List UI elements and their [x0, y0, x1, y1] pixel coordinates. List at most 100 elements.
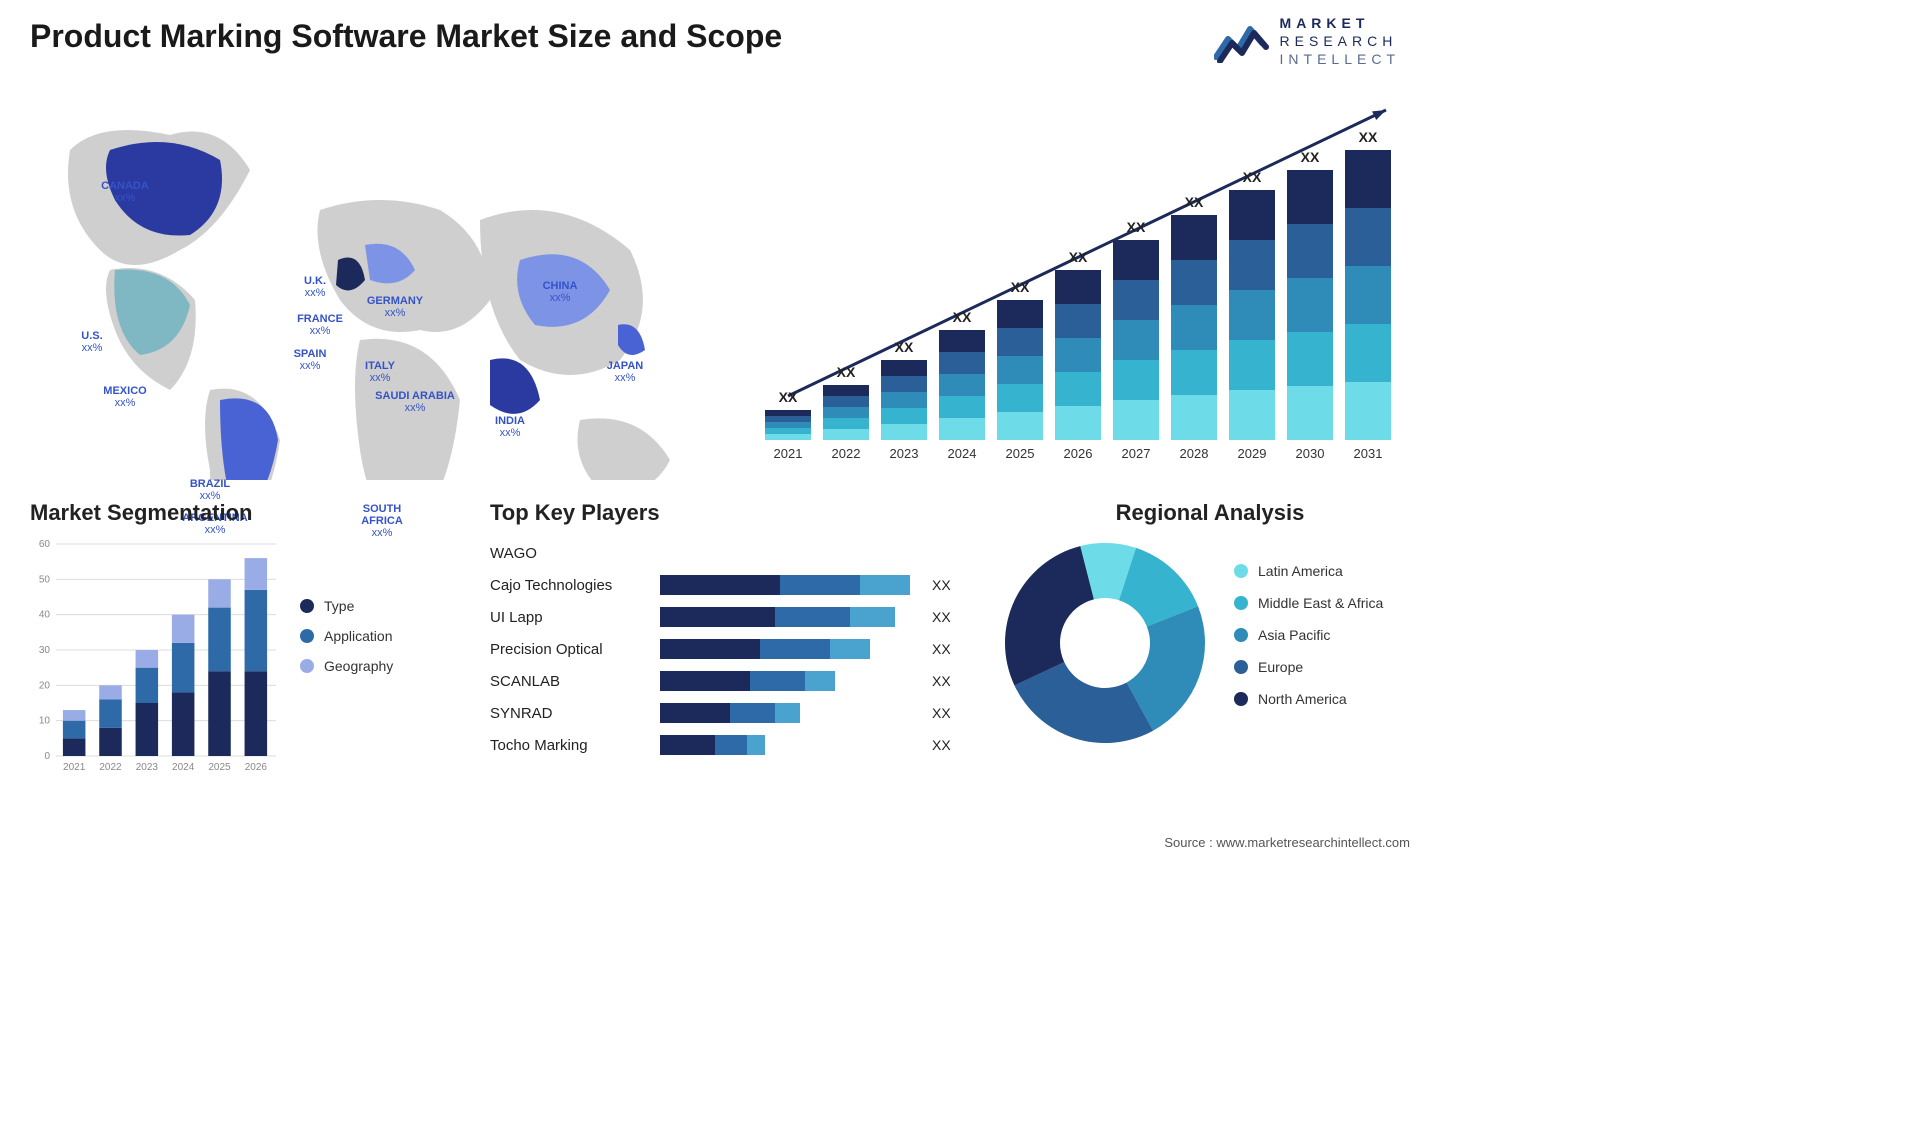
- svg-text:2021: 2021: [774, 446, 803, 461]
- page-title: Product Marking Software Market Size and…: [30, 18, 782, 55]
- svg-text:XX: XX: [1069, 249, 1088, 265]
- player-value: XX: [932, 609, 951, 625]
- map-country-label: U.S.xx%: [52, 330, 132, 354]
- player-bar: [660, 575, 920, 595]
- svg-text:2031: 2031: [1354, 446, 1383, 461]
- map-country-label: INDIAxx%: [470, 415, 550, 439]
- svg-text:2024: 2024: [948, 446, 977, 461]
- player-name: Precision Optical: [490, 641, 660, 658]
- player-name: WAGO: [490, 545, 660, 562]
- svg-text:XX: XX: [1301, 149, 1320, 165]
- legend-item: Asia Pacific: [1234, 627, 1383, 643]
- svg-text:2027: 2027: [1122, 446, 1151, 461]
- players-title: Top Key Players: [490, 500, 980, 526]
- map-country-label: U.K.xx%: [275, 275, 355, 299]
- svg-text:2030: 2030: [1296, 446, 1325, 461]
- player-bar: [660, 703, 920, 723]
- top-key-players-panel: Top Key Players WAGOCajo TechnologiesXXU…: [490, 500, 980, 790]
- player-value: XX: [932, 577, 951, 593]
- svg-text:XX: XX: [895, 339, 914, 355]
- logo-text-3: INTELLECT: [1280, 50, 1400, 68]
- player-row: UI Lapp XX: [490, 602, 980, 632]
- svg-text:2025: 2025: [1006, 446, 1035, 461]
- map-country-label: ITALYxx%: [340, 360, 420, 384]
- player-value: XX: [932, 737, 951, 753]
- svg-text:50: 50: [39, 574, 51, 585]
- svg-text:10: 10: [39, 716, 51, 727]
- svg-text:2026: 2026: [1064, 446, 1093, 461]
- svg-text:2025: 2025: [208, 762, 231, 773]
- svg-text:2028: 2028: [1180, 446, 1209, 461]
- svg-text:30: 30: [39, 645, 51, 656]
- map-country-label: GERMANYxx%: [355, 295, 435, 319]
- segmentation-title: Market Segmentation: [30, 500, 460, 526]
- svg-text:60: 60: [39, 539, 51, 550]
- map-country-label: CANADAxx%: [85, 180, 165, 204]
- segmentation-chart: 0 10 20 30 40 50 60 2021 2022 2023 2024 2025 2026: [30, 538, 280, 778]
- regional-title: Regional Analysis: [1000, 500, 1420, 526]
- player-row: Tocho Marking XX: [490, 730, 980, 760]
- map-country-label: CHINAxx%: [520, 280, 600, 304]
- svg-text:2021: 2021: [63, 762, 86, 773]
- map-country-label: FRANCExx%: [280, 313, 360, 337]
- player-row: SYNRAD XX: [490, 698, 980, 728]
- market-segmentation-panel: Market Segmentation 0 10 20 30 40 50 60 2021 202…: [30, 500, 460, 790]
- brand-logo: MARKET RESEARCH INTELLECT: [1214, 14, 1400, 69]
- svg-text:XX: XX: [1185, 194, 1204, 210]
- player-name: Tocho Marking: [490, 737, 660, 754]
- legend-item: Latin America: [1234, 563, 1383, 579]
- regional-donut-chart: [1000, 538, 1210, 748]
- svg-text:XX: XX: [1359, 129, 1378, 145]
- player-value: XX: [932, 673, 951, 689]
- logo-mark-icon: [1214, 19, 1270, 63]
- player-row: WAGO: [490, 538, 980, 568]
- svg-text:0: 0: [44, 751, 50, 762]
- player-value: XX: [932, 641, 951, 657]
- legend-item: Middle East & Africa: [1234, 595, 1383, 611]
- player-bar: [660, 607, 920, 627]
- player-value: XX: [932, 705, 951, 721]
- svg-text:2022: 2022: [99, 762, 122, 773]
- svg-text:2023: 2023: [136, 762, 159, 773]
- svg-text:XX: XX: [953, 309, 972, 325]
- market-growth-chart: XX 2021 XX 2022 XX 2023 XX 2024 XX 2025 XX 2026 XX 20…: [750, 90, 1410, 470]
- svg-text:XX: XX: [1127, 219, 1146, 235]
- map-country-label: MEXICOxx%: [85, 385, 165, 409]
- regional-legend: Latin America Middle East & Africa Asia Pa…: [1234, 563, 1383, 723]
- svg-text:2026: 2026: [245, 762, 268, 773]
- player-name: SCANLAB: [490, 673, 660, 690]
- source-credit: Source : www.marketresearchintellect.com: [1164, 835, 1410, 850]
- legend-item: Application: [300, 628, 393, 644]
- segmentation-legend: Type Application Geography: [300, 598, 393, 688]
- player-name: UI Lapp: [490, 609, 660, 626]
- legend-item: Europe: [1234, 659, 1383, 675]
- player-bar: [660, 671, 920, 691]
- svg-text:XX: XX: [1011, 279, 1030, 295]
- player-bar: [660, 639, 920, 659]
- logo-text-2: RESEARCH: [1280, 32, 1400, 50]
- world-map-icon: [20, 80, 720, 480]
- regional-analysis-panel: Regional Analysis Latin America Middle Ea…: [1000, 500, 1420, 790]
- map-country-label: JAPANxx%: [585, 360, 665, 384]
- player-name: Cajo Technologies: [490, 577, 660, 594]
- map-country-label: SPAINxx%: [270, 348, 350, 372]
- map-country-label: BRAZILxx%: [170, 478, 250, 502]
- legend-item: Type: [300, 598, 393, 614]
- svg-text:2022: 2022: [832, 446, 861, 461]
- svg-text:20: 20: [39, 680, 51, 691]
- svg-text:2024: 2024: [172, 762, 195, 773]
- svg-text:XX: XX: [779, 389, 798, 405]
- svg-text:2029: 2029: [1238, 446, 1267, 461]
- player-row: SCANLAB XX: [490, 666, 980, 696]
- legend-item: Geography: [300, 658, 393, 674]
- player-row: Precision Optical XX: [490, 634, 980, 664]
- logo-text-1: MARKET: [1280, 14, 1400, 32]
- svg-text:XX: XX: [837, 364, 856, 380]
- legend-item: North America: [1234, 691, 1383, 707]
- player-bar: [660, 735, 920, 755]
- player-name: SYNRAD: [490, 705, 660, 722]
- svg-text:40: 40: [39, 610, 51, 621]
- map-country-label: SAUDI ARABIAxx%: [375, 390, 455, 414]
- world-map-panel: CANADAxx%U.S.xx%MEXICOxx%BRAZILxx%ARGENT…: [20, 80, 720, 480]
- svg-text:2023: 2023: [890, 446, 919, 461]
